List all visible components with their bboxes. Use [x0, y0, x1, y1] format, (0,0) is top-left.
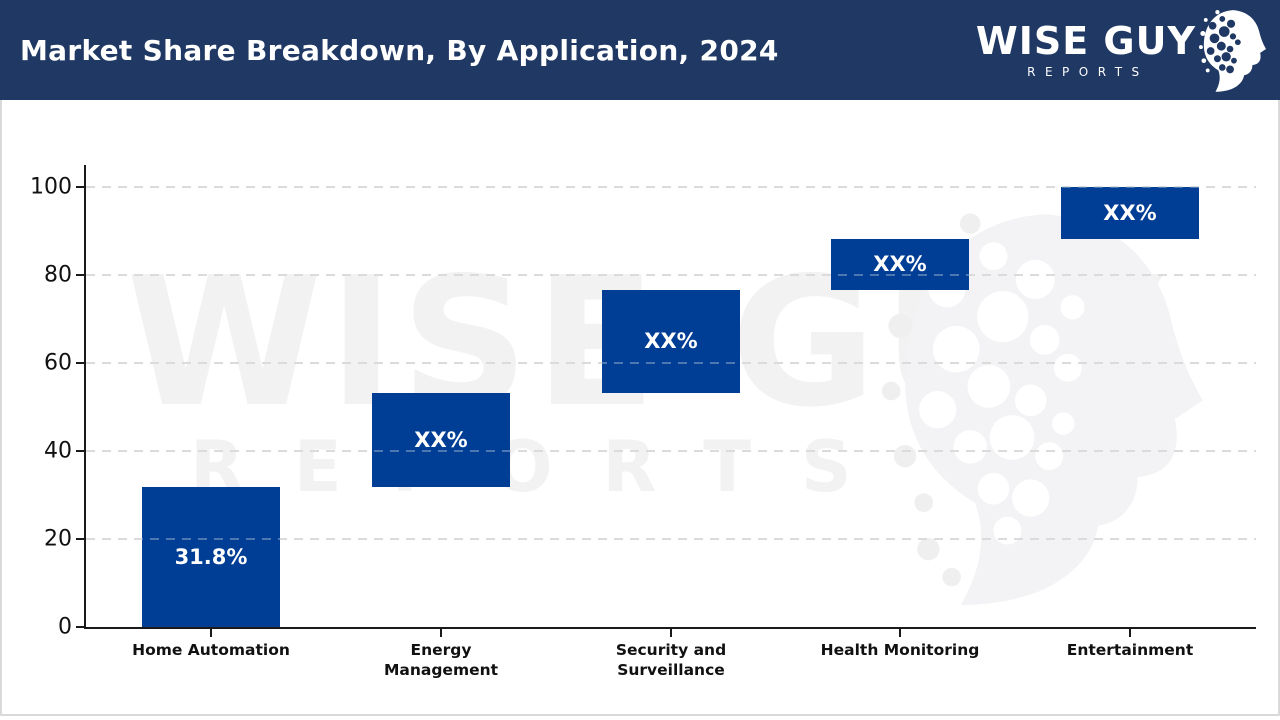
- gridline-80: [86, 274, 1256, 276]
- x-tick-mark: [210, 629, 212, 637]
- x-tick-label: Health Monitoring: [820, 641, 980, 659]
- brand-head-icon: [1198, 9, 1266, 92]
- x-tick-label: Energy Management: [383, 641, 499, 680]
- y-tick-mark: [76, 362, 84, 364]
- y-tick-label: 60: [44, 350, 72, 376]
- brand-wordmark: WISE GUY: [975, 18, 1196, 63]
- y-tick-label: 80: [44, 262, 72, 288]
- gridline-40: [86, 450, 1256, 452]
- x-tick-mark: [670, 629, 672, 637]
- content-frame: [0, 100, 1280, 716]
- bar-value-label: XX%: [414, 427, 468, 452]
- y-tick-label: 40: [44, 438, 72, 464]
- x-tick-label: Security and Surveillance: [615, 641, 727, 680]
- bar-home-automation: 31.8%: [142, 487, 280, 627]
- bar-value-label: XX%: [644, 329, 698, 354]
- bar-value-label: 31.8%: [174, 545, 248, 570]
- gridline-100: [86, 186, 1256, 188]
- gridline-overlay-40: [86, 450, 1256, 452]
- bar-health-monitoring: XX%: [831, 238, 969, 290]
- page-title: Market Share Breakdown, By Application, …: [20, 33, 779, 67]
- gridline-20: [86, 538, 1256, 540]
- x-tick-label: Home Automation: [132, 641, 290, 659]
- brand-text: WISE GUY REPORTS: [976, 22, 1196, 79]
- gridline-overlay-20: [86, 538, 1256, 540]
- y-tick-mark: [76, 538, 84, 540]
- y-tick-mark: [76, 450, 84, 452]
- gridline-overlay-80: [86, 274, 1256, 276]
- x-tick-label: Entertainment: [1066, 641, 1194, 659]
- y-tick-mark: [76, 274, 84, 276]
- header-bar: Market Share Breakdown, By Application, …: [0, 0, 1280, 100]
- x-tick-mark: [440, 629, 442, 637]
- bar-security-and-surveillance: XX%: [602, 289, 740, 393]
- bar-energy-management: XX%: [372, 392, 510, 488]
- y-axis-line: [84, 165, 86, 629]
- x-tick-mark: [1129, 629, 1131, 637]
- x-axis-line: [84, 627, 1256, 629]
- gridline-overlay-60: [86, 362, 1256, 364]
- bar-value-label: XX%: [873, 252, 927, 277]
- watermark-head-icon: [881, 213, 1203, 605]
- bar-entertainment: XX%: [1061, 187, 1199, 239]
- y-tick-mark: [76, 186, 84, 188]
- y-tick-label: 100: [30, 174, 72, 200]
- brand-reports: REPORTS: [1027, 64, 1149, 79]
- gridline-overlay-100: [86, 186, 1256, 188]
- x-tick-mark: [899, 629, 901, 637]
- y-tick-mark: [76, 626, 84, 628]
- bar-value-label: XX%: [1103, 200, 1157, 225]
- brand-logo: WISE GUY REPORTS: [976, 6, 1266, 94]
- y-tick-label: 20: [44, 526, 72, 552]
- watermark-reports: REPORTS: [190, 426, 902, 508]
- y-tick-label: 0: [58, 614, 72, 640]
